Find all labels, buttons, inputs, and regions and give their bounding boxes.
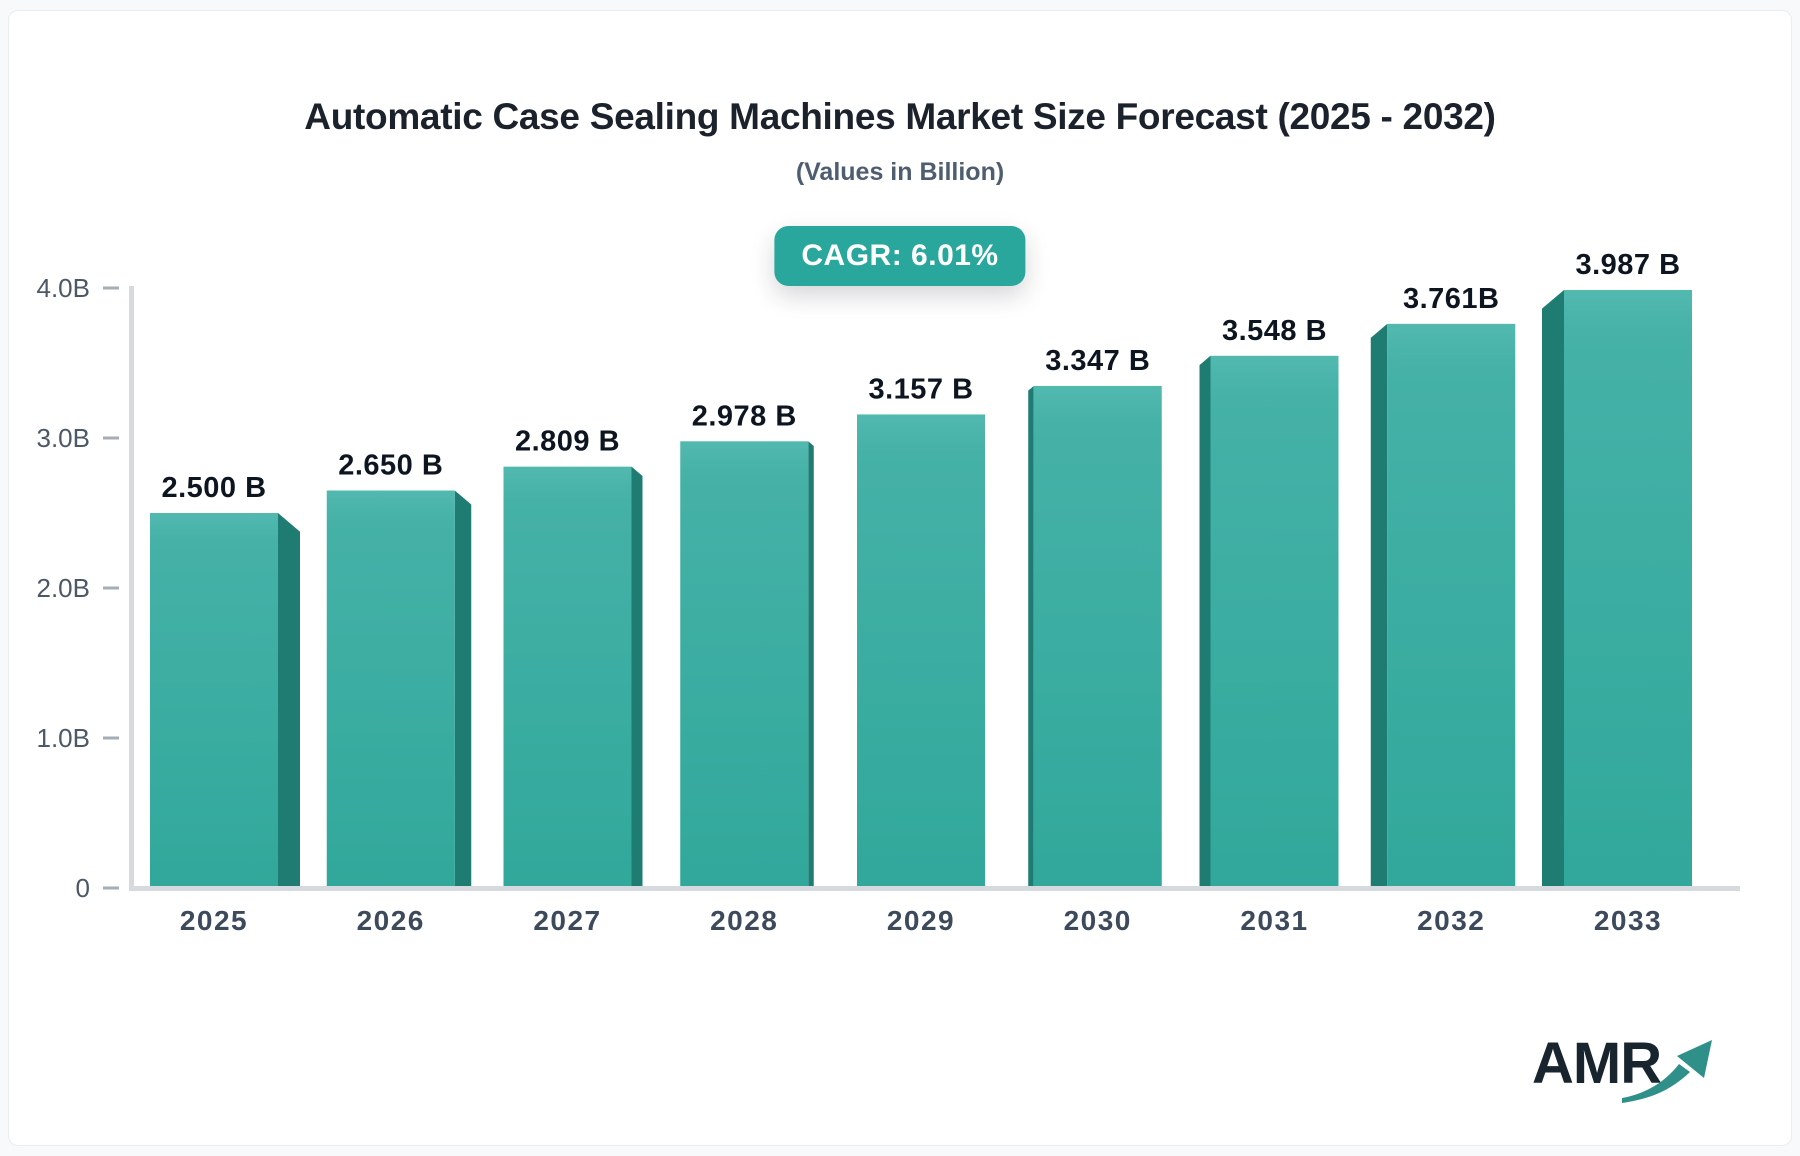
- x-axis-line: [129, 886, 1740, 891]
- x-tick-label: 2031: [1240, 905, 1308, 936]
- bar-value-label: 3.347 B: [1045, 345, 1150, 377]
- bar: [503, 466, 632, 886]
- y-tick-label: 2.0B: [37, 573, 91, 603]
- y-tick-label: 0: [76, 873, 90, 903]
- bar-value-label: 3.157 B: [868, 373, 973, 405]
- growth-arrow-icon: [1622, 1040, 1712, 1103]
- bar-side-face: [1028, 385, 1034, 886]
- y-tick-label: 3.0B: [37, 423, 91, 453]
- x-tick-label: 2029: [887, 905, 955, 936]
- y-tick-mark: [103, 436, 119, 440]
- bar-value-label: 2.978 B: [692, 400, 797, 432]
- x-tick-label: 2025: [180, 905, 248, 936]
- bar: [1564, 289, 1692, 886]
- bar: [150, 513, 278, 886]
- cagr-badge: CAGR: 6.01%: [774, 226, 1026, 286]
- bar: [1210, 355, 1339, 886]
- bar-side-face: [454, 490, 472, 886]
- bar: [1387, 323, 1516, 887]
- y-tick-mark: [103, 886, 119, 890]
- bar-value-label: 2.650 B: [338, 450, 443, 482]
- y-tick-mark: [103, 286, 119, 290]
- bar: [857, 414, 985, 886]
- bar-side-face: [631, 466, 643, 886]
- y-tick-label: 1.0B: [37, 723, 91, 753]
- x-tick-label: 2026: [357, 905, 425, 936]
- bar: [1033, 385, 1162, 886]
- x-tick-label: 2027: [533, 905, 601, 936]
- amr-logo-text: AMR: [1532, 1031, 1662, 1096]
- bar-value-label: 2.500 B: [161, 472, 266, 504]
- x-tick-label: 2030: [1064, 905, 1132, 936]
- x-tick-label: 2032: [1417, 905, 1485, 936]
- bar-side-face: [1199, 355, 1211, 886]
- bar-side-face: [808, 441, 814, 886]
- bar-value-label: 3.987 B: [1575, 249, 1680, 281]
- amr-logo: AMR: [1532, 1030, 1732, 1120]
- x-tick-label: 2028: [710, 905, 778, 936]
- y-tick-mark: [103, 736, 119, 740]
- bar-value-label: 3.761B: [1403, 283, 1500, 315]
- bar-value-label: 3.548 B: [1222, 315, 1327, 347]
- chart-subtitle: (Values in Billion): [795, 158, 1005, 186]
- bar: [326, 490, 455, 886]
- y-axis-line: [129, 286, 134, 890]
- y-tick-label: 4.0B: [37, 273, 91, 303]
- bar-side-face: [278, 513, 300, 886]
- bar: [680, 441, 809, 886]
- x-tick-label: 2033: [1594, 905, 1662, 936]
- chart-title: Automatic Case Sealing Machines Market S…: [304, 96, 1496, 137]
- y-tick-mark: [103, 586, 119, 590]
- bar-value-label: 2.809 B: [515, 426, 620, 458]
- bar-side-face: [1370, 323, 1388, 887]
- bar-side-face: [1542, 289, 1564, 886]
